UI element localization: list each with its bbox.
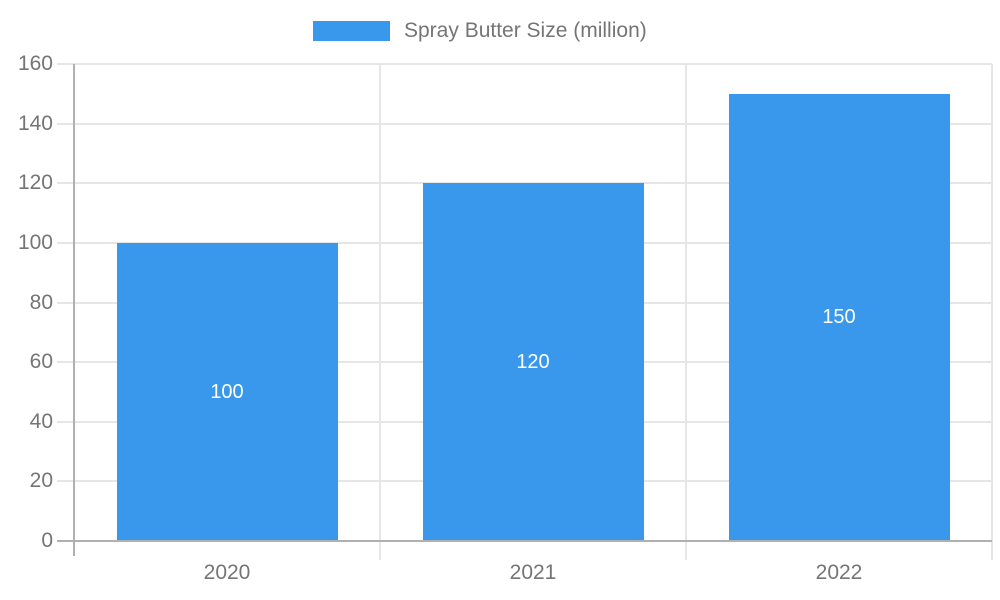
x-tick-label: 2021	[509, 561, 557, 584]
category-separator	[685, 64, 687, 560]
legend-label: Spray Butter Size (million)	[404, 19, 647, 42]
y-gridline	[57, 122, 992, 125]
y-tick-label: 20	[29, 469, 53, 493]
bar[interactable]	[116, 242, 338, 541]
y-tick-label: 0	[41, 529, 53, 552]
bar[interactable]	[728, 93, 950, 541]
legend-swatch	[313, 21, 390, 41]
y-axis-line	[73, 64, 75, 556]
chart-legend[interactable]: Spray Butter Size (million)	[313, 16, 647, 46]
category-separator	[379, 64, 381, 560]
bar-value-label: 120	[516, 351, 550, 374]
y-gridline	[57, 63, 992, 65]
y-tick-label: 80	[29, 290, 53, 314]
bar[interactable]	[422, 183, 644, 541]
y-tick-label: 100	[17, 230, 53, 254]
x-tick-label: 2022	[815, 561, 863, 584]
bar-value-label: 100	[210, 380, 244, 403]
y-tick-label: 40	[29, 409, 53, 433]
bar-value-label: 150	[822, 306, 856, 329]
x-tick-label: 2020	[203, 561, 251, 584]
y-tick-label: 120	[17, 171, 53, 195]
x-axis-line	[57, 540, 992, 542]
category-separator	[991, 64, 993, 560]
y-tick-label: 60	[29, 350, 53, 374]
y-tick-label: 160	[17, 52, 53, 75]
y-tick-label: 140	[17, 111, 53, 135]
